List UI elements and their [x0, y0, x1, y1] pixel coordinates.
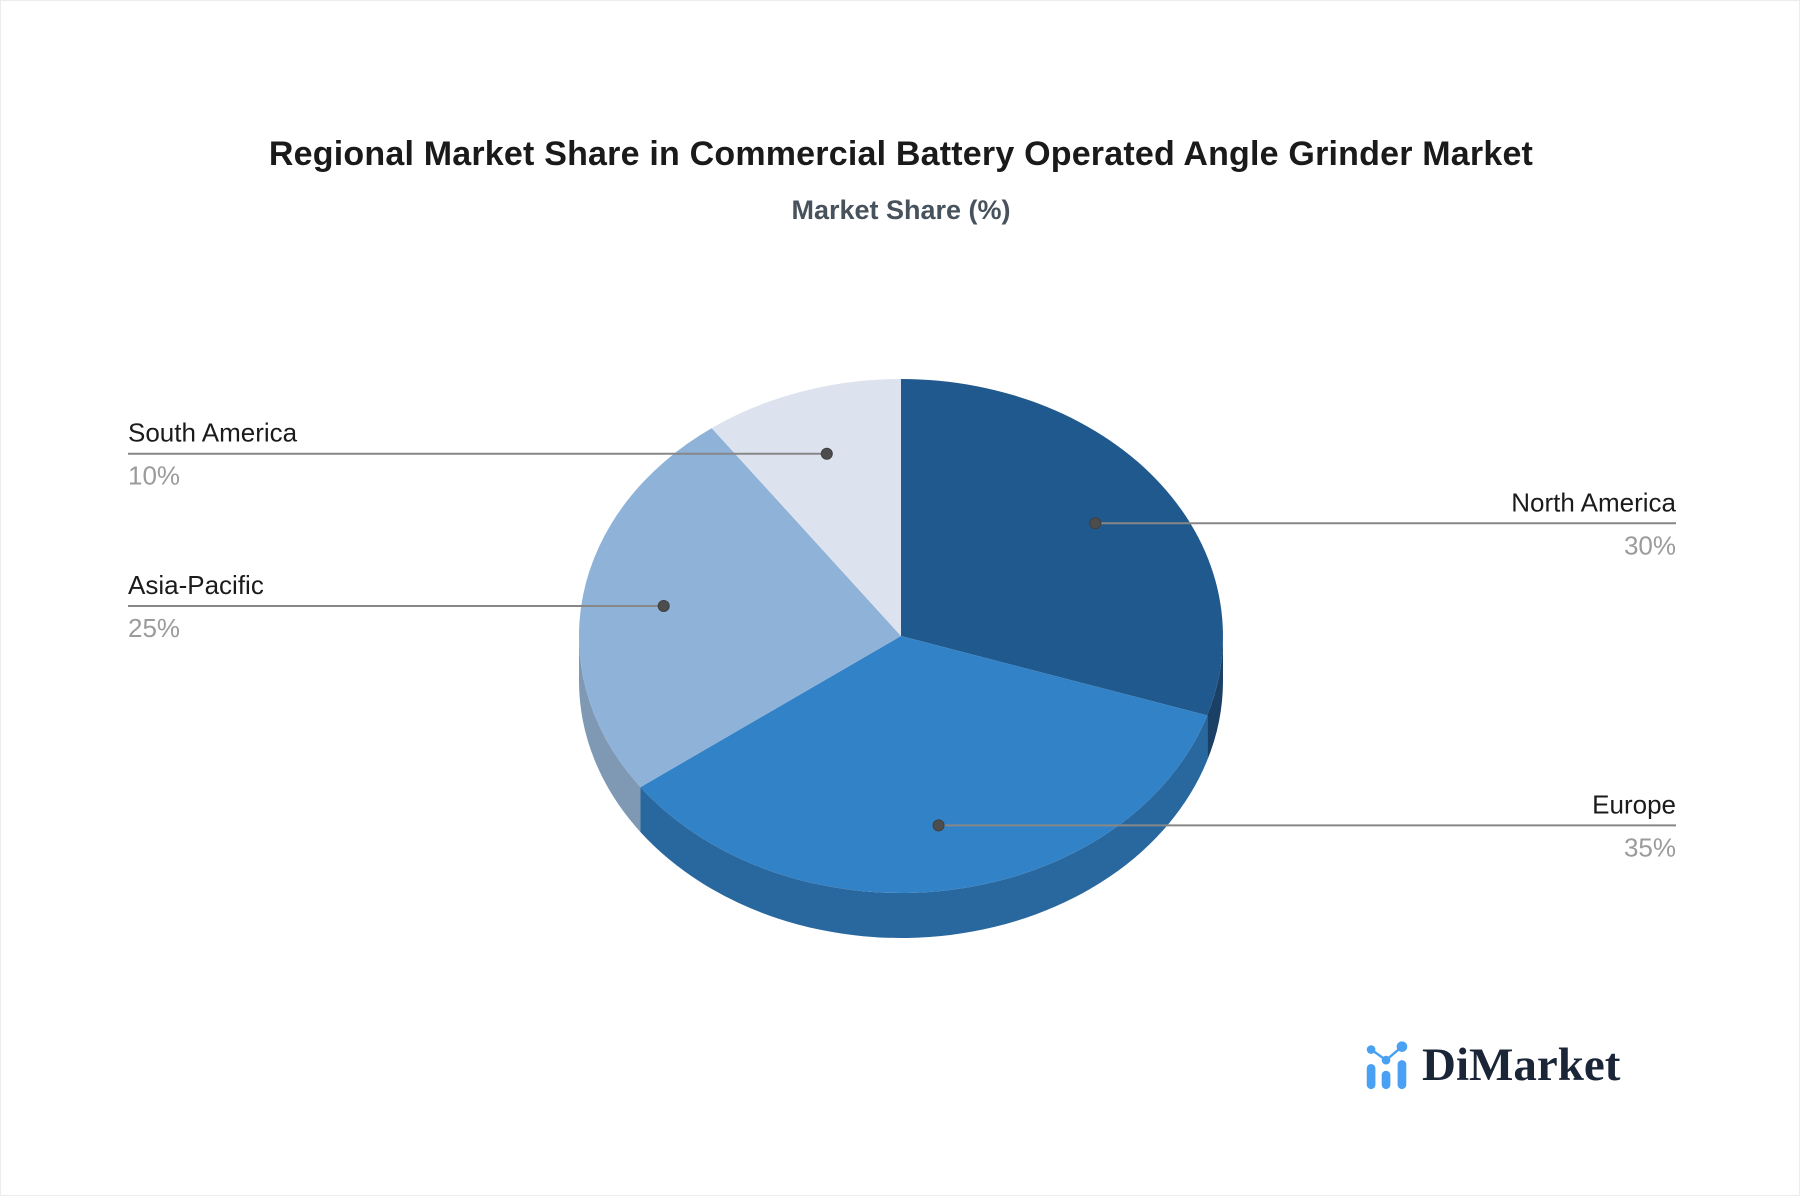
leader-dot-asia-pacific — [657, 600, 670, 612]
bar-chart-trend-icon — [1366, 1041, 1408, 1090]
pie-slice-side-north-america — [1207, 636, 1223, 761]
slice-percent-north-america: 30% — [1624, 530, 1676, 560]
pie-slice-side-asia-pacific — [579, 636, 641, 833]
slice-percent-south-america: 10% — [128, 461, 180, 491]
leader-dot-south-america — [820, 447, 833, 460]
pie-slice-europe[interactable] — [640, 636, 1208, 893]
slice-percent-asia-pacific: 25% — [128, 613, 180, 643]
pie-slice-north-america[interactable] — [901, 379, 1223, 716]
dimarket-logo: DiMarket — [1364, 1037, 1620, 1091]
logo-brand-text: DiMarket — [1422, 1039, 1621, 1091]
pie-slice-south-america[interactable] — [711, 379, 901, 636]
pie-slice-asia-pacific[interactable] — [578, 428, 901, 788]
slice-label-europe: Europe — [1592, 789, 1676, 819]
chart-title: Regional Market Share in Commercial Batt… — [268, 135, 1534, 173]
slice-label-asia-pacific: Asia-Pacific — [128, 570, 264, 600]
chart-subtitle: Market Share (%) — [791, 195, 1011, 225]
slice-percent-europe: 35% — [1624, 832, 1676, 862]
leader-dot-north-america — [1089, 517, 1102, 530]
slice-label-south-america: South America — [128, 418, 298, 448]
pie-slice-side-europe — [640, 715, 1208, 938]
leader-dot-europe — [932, 819, 945, 832]
slice-label-north-america: North America — [1511, 487, 1676, 517]
